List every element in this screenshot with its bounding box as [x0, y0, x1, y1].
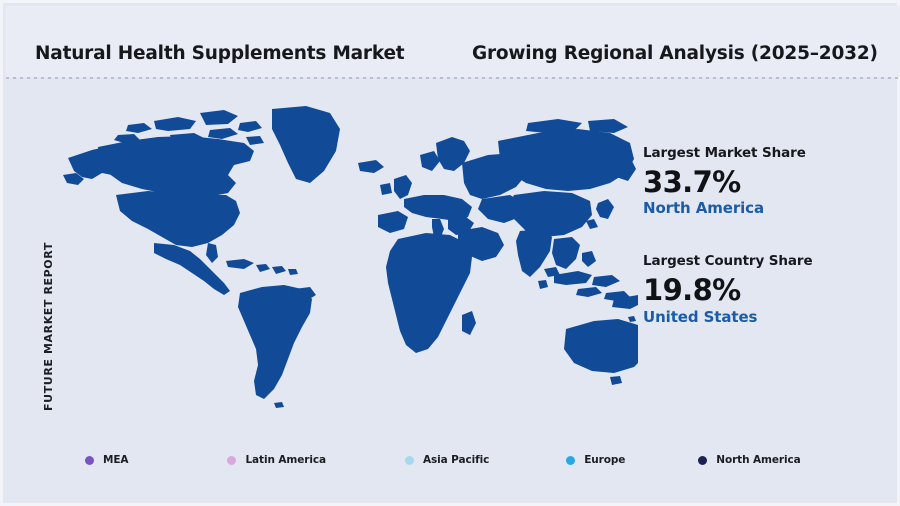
stat-label: Largest Country Share	[643, 253, 813, 270]
legend-label: MEA	[103, 454, 129, 466]
header-divider	[6, 77, 900, 79]
legend-item-asia-pacific[interactable]: Asia Pacific	[404, 454, 490, 466]
brand-label: FUTURE MARKET REPORT	[42, 242, 55, 411]
world-map-landmasses	[63, 106, 638, 408]
world-map	[58, 103, 638, 413]
stat-region: North America	[643, 199, 764, 218]
legend-swatch-icon	[404, 455, 414, 465]
legend-item-latin-america[interactable]: Latin America	[227, 454, 326, 466]
stats-panel: Largest Market Share 33.7% North America…	[643, 145, 893, 326]
stat-label: Largest Market Share	[643, 145, 806, 161]
legend-item-mea[interactable]: MEA	[85, 454, 129, 466]
legend-label: North America	[716, 454, 801, 466]
legend-swatch-icon	[85, 455, 94, 465]
header-band	[6, 6, 900, 77]
legend-swatch-icon	[227, 455, 237, 465]
legend-label: Europe	[584, 454, 626, 466]
stat-block-market-share: Largest Market Share 33.7% North America	[643, 145, 893, 217]
page-subtitle: Growing Regional Analysis (2025–2032)	[472, 43, 878, 64]
stat-block-country-share: Largest Country Share 19.8% United State…	[643, 253, 893, 325]
legend-label: Asia Pacific	[422, 454, 490, 466]
legend-item-europe[interactable]: Europe	[566, 454, 625, 466]
stat-region: United States	[643, 307, 758, 326]
stat-value: 19.8%	[643, 273, 741, 308]
page-title: Natural Health Supplements Market	[35, 43, 405, 64]
legend-swatch-icon	[698, 455, 708, 465]
legend-swatch-icon	[566, 455, 576, 465]
stat-value: 33.7%	[643, 165, 741, 199]
legend-item-north-america[interactable]: North America	[698, 454, 801, 466]
legend-label: Latin America	[245, 454, 326, 466]
map-legend: MEA Latin America Asia Pacific Europe No…	[85, 449, 825, 471]
